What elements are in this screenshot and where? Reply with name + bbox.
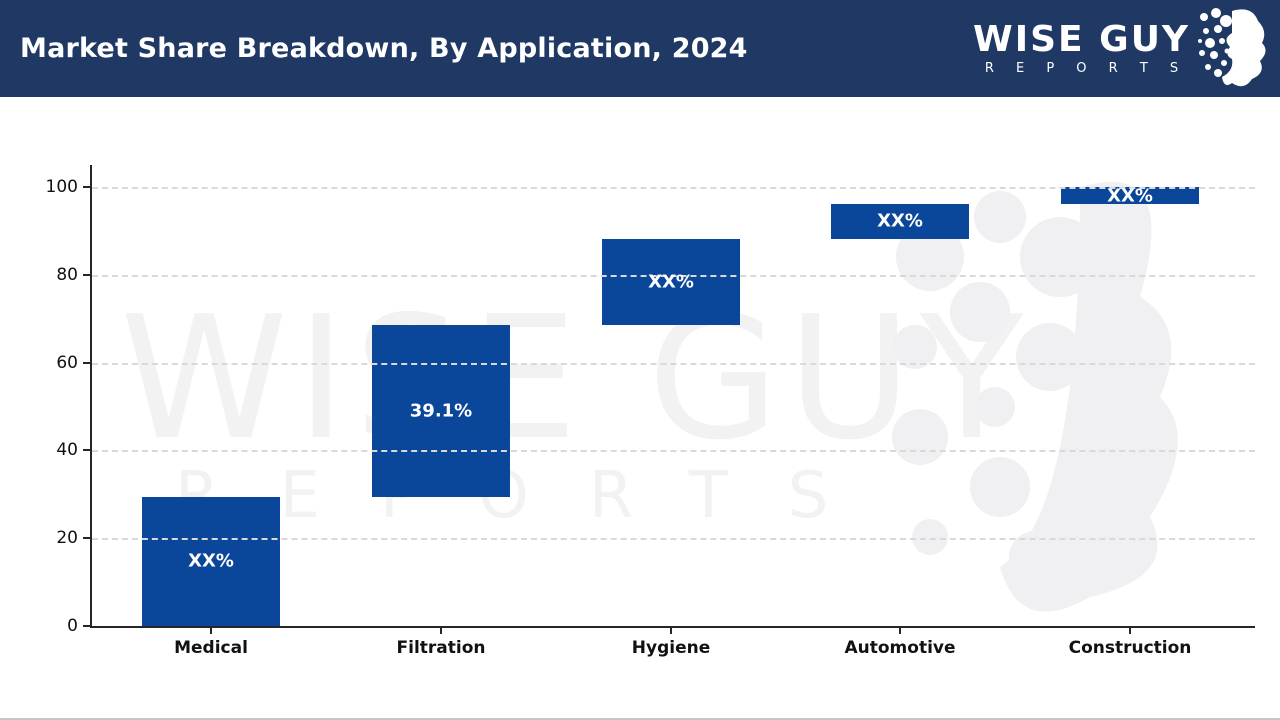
y-tick-label: 0 bbox=[67, 616, 78, 636]
x-tick-label-medical: Medical bbox=[174, 638, 248, 658]
y-tick-label: 100 bbox=[45, 177, 78, 197]
gridline-y100 bbox=[92, 187, 1255, 189]
x-tick-label-filtration: Filtration bbox=[396, 638, 486, 658]
x-tick-mark bbox=[1129, 628, 1131, 634]
brand-name: WISE GUY bbox=[972, 18, 1190, 60]
bar-hygiene bbox=[602, 238, 740, 326]
y-tick-label: 60 bbox=[56, 352, 78, 373]
y-tick-label: 80 bbox=[56, 264, 78, 285]
y-tick-label: 40 bbox=[56, 440, 78, 461]
brand-logo: WISE GUY R E P O R T S bbox=[973, 5, 1280, 93]
page-title: Market Share Breakdown, By Application, … bbox=[20, 33, 748, 64]
y-tick-mark bbox=[83, 361, 90, 364]
gridline-y20 bbox=[92, 538, 1255, 541]
brand-subname: R E P O R T S bbox=[984, 60, 1188, 76]
x-tick-label-hygiene: Hygiene bbox=[631, 638, 711, 658]
y-axis-line bbox=[90, 165, 92, 628]
gridline-y80 bbox=[92, 274, 1255, 277]
x-tick-mark bbox=[440, 628, 442, 634]
bar-value-label: XX% bbox=[877, 210, 923, 232]
bar-filtration bbox=[372, 325, 510, 497]
bottom-border bbox=[0, 718, 1280, 720]
y-tick-mark bbox=[83, 186, 90, 188]
x-axis-line bbox=[90, 626, 1255, 628]
x-tick-label-construction: Construction bbox=[1068, 638, 1192, 658]
bar-value-label: 39.1% bbox=[409, 400, 473, 422]
y-tick-mark bbox=[83, 537, 90, 540]
x-tick-mark bbox=[670, 628, 672, 634]
brand-face-icon bbox=[1198, 7, 1266, 86]
x-tick-mark bbox=[899, 628, 901, 634]
bar-value-label: XX% bbox=[648, 271, 694, 293]
y-tick-mark bbox=[83, 625, 90, 627]
y-tick-mark bbox=[83, 449, 90, 452]
gridline-y60 bbox=[92, 362, 1255, 365]
header-bar: Market Share Breakdown, By Application, … bbox=[0, 0, 1280, 97]
bar-value-label: XX% bbox=[188, 550, 234, 572]
brand-logo-text: WISE GUY R E P O R T S bbox=[972, 18, 1190, 76]
bar-medical bbox=[142, 496, 280, 626]
y-tick-label: 20 bbox=[56, 528, 78, 549]
y-tick-mark bbox=[83, 273, 90, 276]
gridline-y40 bbox=[92, 450, 1255, 453]
bar-value-label: XX% bbox=[1107, 185, 1153, 207]
x-tick-mark bbox=[210, 628, 212, 634]
x-tick-label-automotive: Automotive bbox=[844, 638, 956, 658]
